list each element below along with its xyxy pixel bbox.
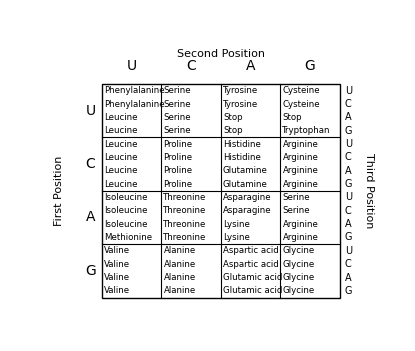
Text: U: U — [345, 139, 352, 149]
Text: U: U — [345, 246, 352, 256]
Text: Stop: Stop — [223, 126, 243, 135]
Text: Phenylalanine: Phenylalanine — [104, 100, 165, 108]
Text: A: A — [246, 59, 255, 73]
Text: Leucine: Leucine — [104, 153, 137, 162]
Text: U: U — [85, 104, 95, 118]
Text: Arginine: Arginine — [283, 140, 318, 148]
Text: Lysine: Lysine — [223, 220, 250, 229]
Text: Aspartic acid: Aspartic acid — [223, 246, 279, 255]
Text: Asparagine: Asparagine — [223, 193, 271, 202]
Text: Valine: Valine — [104, 273, 130, 282]
Text: Alanine: Alanine — [164, 286, 196, 295]
Text: Second Position: Second Position — [177, 49, 265, 59]
Text: Cysteine: Cysteine — [283, 86, 320, 95]
Text: Arginine: Arginine — [283, 153, 318, 162]
Text: Serine: Serine — [164, 113, 191, 122]
Text: A: A — [345, 272, 352, 283]
Text: Tryptophan: Tryptophan — [283, 126, 331, 135]
Text: Leucine: Leucine — [104, 126, 137, 135]
Text: Glutamine: Glutamine — [223, 180, 268, 188]
Text: C: C — [345, 99, 352, 109]
Text: Glycine: Glycine — [283, 246, 315, 255]
Text: Histidine: Histidine — [223, 153, 261, 162]
Text: Valine: Valine — [104, 246, 130, 255]
Text: Phenylalanine: Phenylalanine — [104, 86, 165, 95]
Text: C: C — [345, 259, 352, 269]
Text: Aspartic acid: Aspartic acid — [223, 260, 279, 269]
Text: U: U — [345, 86, 352, 96]
Text: Glutamic acid: Glutamic acid — [223, 273, 282, 282]
Text: A: A — [86, 211, 95, 224]
Text: Proline: Proline — [164, 180, 193, 188]
Text: Glycine: Glycine — [283, 273, 315, 282]
Text: Stop: Stop — [223, 113, 243, 122]
Text: First Position: First Position — [54, 155, 64, 226]
Text: Isoleucine: Isoleucine — [104, 193, 147, 202]
Text: Serine: Serine — [283, 193, 310, 202]
Text: Asparagine: Asparagine — [223, 206, 271, 215]
Text: Alanine: Alanine — [164, 260, 196, 269]
Text: Glycine: Glycine — [283, 260, 315, 269]
Text: Leucine: Leucine — [104, 166, 137, 175]
Bar — [102, 84, 340, 298]
Text: Tyrosine: Tyrosine — [223, 100, 258, 108]
Text: G: G — [345, 232, 352, 243]
Text: C: C — [345, 152, 352, 163]
Text: Cysteine: Cysteine — [283, 100, 320, 108]
Text: A: A — [345, 166, 352, 176]
Text: Valine: Valine — [104, 260, 130, 269]
Text: A: A — [345, 112, 352, 122]
Text: Serine: Serine — [164, 100, 191, 108]
Text: A: A — [345, 219, 352, 229]
Text: G: G — [305, 59, 315, 73]
Text: Leucine: Leucine — [104, 140, 137, 148]
Text: Arginine: Arginine — [283, 233, 318, 242]
Text: Proline: Proline — [164, 166, 193, 175]
Text: Lysine: Lysine — [223, 233, 250, 242]
Text: Glutamine: Glutamine — [223, 166, 268, 175]
Text: Histidine: Histidine — [223, 140, 261, 148]
Text: Arginine: Arginine — [283, 180, 318, 188]
Text: G: G — [345, 286, 352, 296]
Text: Serine: Serine — [283, 206, 310, 215]
Text: Glutamic acid: Glutamic acid — [223, 286, 282, 295]
Text: G: G — [345, 179, 352, 189]
Text: Serine: Serine — [164, 126, 191, 135]
Text: Serine: Serine — [164, 86, 191, 95]
Text: Methionine: Methionine — [104, 233, 152, 242]
Text: Threonine: Threonine — [164, 233, 207, 242]
Text: C: C — [186, 59, 196, 73]
Text: C: C — [345, 206, 352, 216]
Text: Glycine: Glycine — [283, 286, 315, 295]
Text: Valine: Valine — [104, 286, 130, 295]
Text: U: U — [127, 59, 137, 73]
Text: Threonine: Threonine — [164, 206, 207, 215]
Text: Tyrosine: Tyrosine — [223, 86, 258, 95]
Text: U: U — [345, 192, 352, 203]
Text: Threonine: Threonine — [164, 193, 207, 202]
Text: Leucine: Leucine — [104, 113, 137, 122]
Text: G: G — [85, 264, 96, 278]
Text: G: G — [345, 126, 352, 136]
Text: Isoleucine: Isoleucine — [104, 220, 147, 229]
Text: Threonine: Threonine — [164, 220, 207, 229]
Text: C: C — [85, 157, 95, 171]
Text: Arginine: Arginine — [283, 166, 318, 175]
Text: Alanine: Alanine — [164, 273, 196, 282]
Text: Alanine: Alanine — [164, 246, 196, 255]
Text: Proline: Proline — [164, 153, 193, 162]
Text: Arginine: Arginine — [283, 220, 318, 229]
Text: Stop: Stop — [283, 113, 302, 122]
Text: Proline: Proline — [164, 140, 193, 148]
Text: Leucine: Leucine — [104, 180, 137, 188]
Text: Third Position: Third Position — [364, 153, 374, 229]
Text: Isoleucine: Isoleucine — [104, 206, 147, 215]
